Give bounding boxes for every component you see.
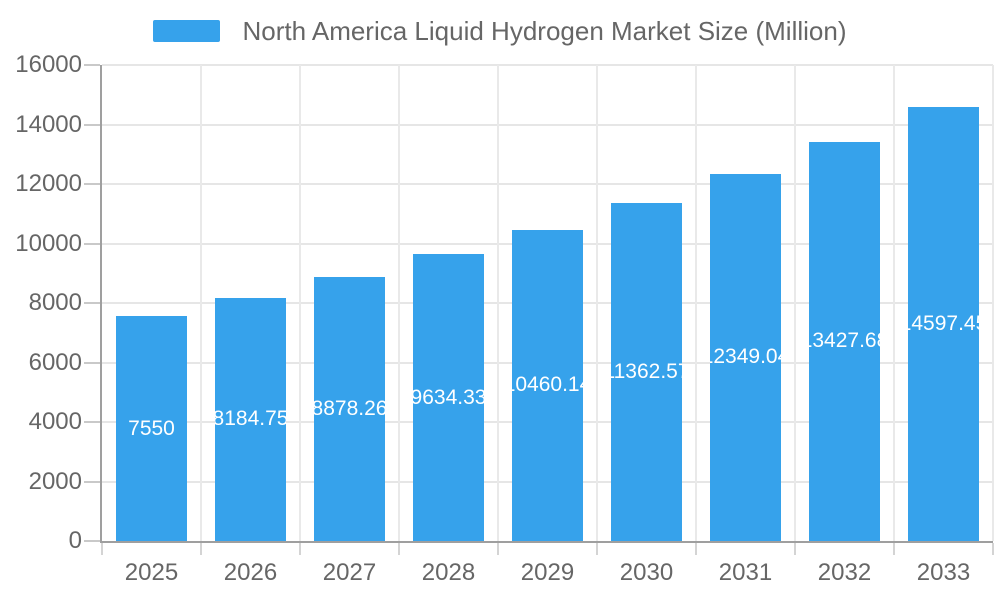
bar-2026[interactable]: 8184.75 <box>215 297 286 541</box>
x-axis-line <box>100 541 993 543</box>
y-axis-label: 4000 <box>28 408 82 435</box>
x-axis-label-2029: 2029 <box>520 559 575 586</box>
x-axis-label-2033: 2033 <box>916 559 971 586</box>
x-axis-tick <box>695 543 697 555</box>
x-axis-label-2025: 2025 <box>124 559 179 586</box>
bar-2029[interactable]: 10460.14 <box>512 229 583 541</box>
x-gridline <box>794 65 796 541</box>
y-axis-label: 2000 <box>28 467 82 495</box>
bar-2030[interactable]: 11362.57 <box>611 202 682 541</box>
y-axis-label: 10000 <box>15 229 82 257</box>
x-axis-label-2027: 2027 <box>322 559 377 586</box>
x-gridline <box>992 65 994 541</box>
y-axis-tick <box>84 123 100 126</box>
bar-value-label: 8878.26 <box>314 396 385 420</box>
y-axis-tick <box>84 421 100 423</box>
x-gridline <box>497 65 499 541</box>
bar-value-label: 7550 <box>128 416 175 440</box>
y-axis-label: 0 <box>68 527 82 554</box>
bar-2033[interactable]: 14597.45 <box>908 106 979 541</box>
bar-2027[interactable]: 8878.26 <box>314 276 385 541</box>
bar-value-label: 11362.57 <box>611 359 682 383</box>
y-axis-tick <box>84 480 100 483</box>
y-axis-label: 12000 <box>15 170 82 197</box>
x-gridline <box>695 65 697 541</box>
y-axis-line <box>100 65 102 543</box>
x-gridline <box>200 65 202 541</box>
y-axis-tick <box>84 183 100 185</box>
legend-swatch-icon <box>153 20 221 42</box>
y-axis-tick <box>84 302 100 304</box>
bar-value-label: 10460.14 <box>512 373 583 397</box>
x-axis-label-2032: 2032 <box>817 559 872 586</box>
y-gridline <box>102 64 993 66</box>
x-gridline <box>299 65 301 541</box>
x-axis-tick <box>596 543 598 555</box>
y-axis-tick <box>84 242 100 245</box>
y-gridline <box>102 183 993 185</box>
bar-2031[interactable]: 12349.04 <box>710 173 781 541</box>
x-gridline <box>893 65 895 541</box>
x-axis-tick <box>497 543 499 555</box>
x-axis-tick <box>299 543 301 555</box>
bar-value-label: 9634.33 <box>413 385 484 409</box>
bar-2028[interactable]: 9634.33 <box>413 254 484 541</box>
x-axis-tick <box>794 543 796 555</box>
y-axis-tick <box>84 540 100 542</box>
x-axis-label-2031: 2031 <box>718 559 773 586</box>
y-axis-tick <box>84 64 100 66</box>
legend-label: North America Liquid Hydrogen Market Siz… <box>242 16 847 46</box>
bar-value-label: 14597.45 <box>908 311 979 335</box>
bar-2025[interactable]: 7550 <box>116 316 187 541</box>
x-gridline <box>398 65 400 541</box>
plot-area: 0 2000 4000 6000 8000 10000 12000 14000 16000 755… <box>15 51 994 586</box>
x-axis-label-2026: 2026 <box>223 559 278 586</box>
bar-value-label: 12349.04 <box>710 345 781 369</box>
legend-item[interactable]: North America Liquid Hydrogen Market Siz… <box>153 16 847 46</box>
y-gridline <box>102 123 993 126</box>
x-axis-tick <box>398 543 400 555</box>
chart-legend: North America Liquid Hydrogen Market Siz… <box>0 17 1000 45</box>
x-axis-tick <box>893 543 895 555</box>
y-axis-label: 16000 <box>15 51 82 78</box>
x-axis-tick <box>101 543 103 555</box>
x-axis-tick <box>200 543 202 555</box>
x-axis-label-2028: 2028 <box>421 559 476 586</box>
y-axis-label: 8000 <box>28 289 82 316</box>
y-axis-label: 6000 <box>28 348 82 376</box>
bar-value-label: 8184.75 <box>215 407 286 431</box>
x-gridline <box>596 65 598 541</box>
y-axis-tick <box>84 361 100 364</box>
y-axis-label: 14000 <box>15 110 82 138</box>
x-axis-label-2030: 2030 <box>619 559 674 586</box>
x-axis-tick <box>992 543 994 555</box>
